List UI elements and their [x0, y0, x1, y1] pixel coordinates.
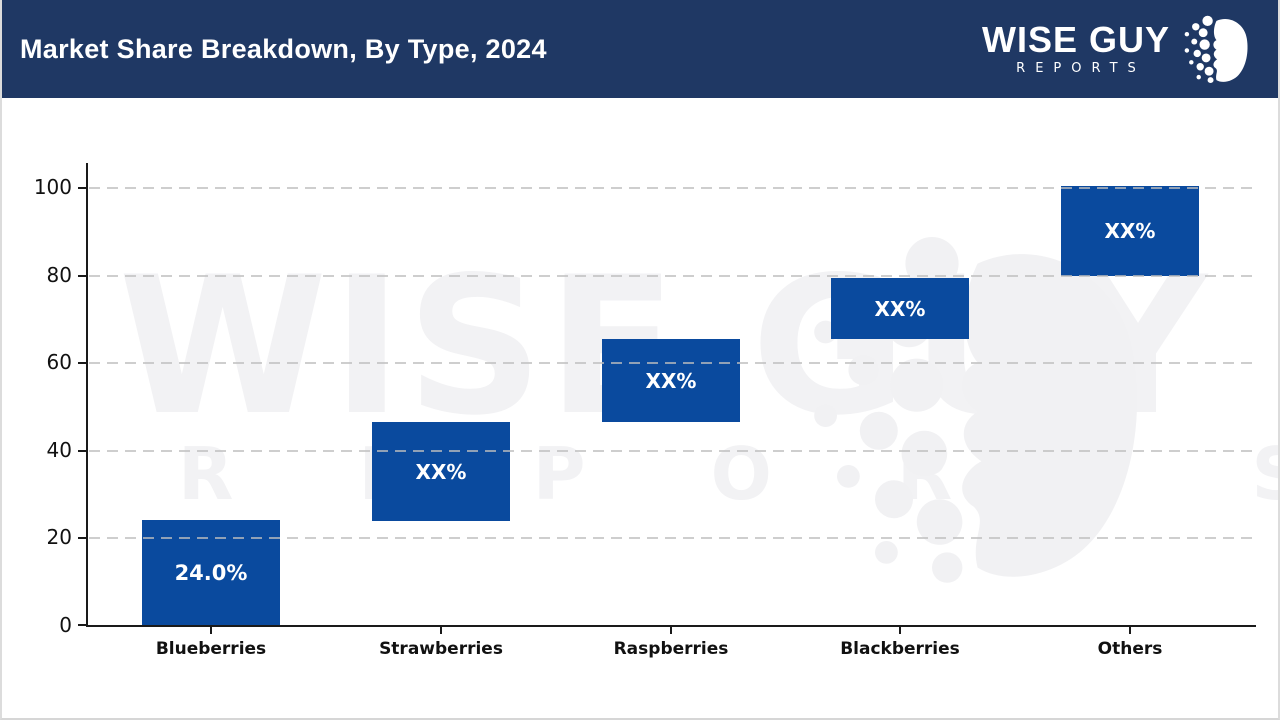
bar-blueberries: 24.0%	[142, 520, 280, 625]
x-tick	[1129, 627, 1131, 634]
bar-label: XX%	[874, 296, 926, 321]
y-tick	[78, 624, 86, 626]
y-tick	[78, 187, 86, 189]
x-category-label: Blackberries	[840, 639, 960, 659]
x-category-label: Blueberries	[155, 639, 267, 659]
header: Market Share Breakdown, By Type, 2024 WI…	[0, 0, 1280, 98]
bar-strawberries: XX%	[372, 422, 510, 521]
gridline-40	[89, 450, 1256, 452]
y-tick	[78, 275, 86, 277]
y-axis-line	[86, 163, 88, 627]
x-tick	[440, 627, 442, 634]
x-category-label: Others	[1097, 639, 1163, 659]
x-category-label: Strawberries	[379, 639, 503, 659]
y-tick-label: 0	[59, 613, 72, 637]
bar-label: XX%	[645, 368, 697, 393]
y-tick-label: 80	[46, 263, 72, 287]
y-tick	[78, 450, 86, 452]
bar-label: 24.0%	[174, 560, 248, 585]
x-tick	[899, 627, 901, 634]
bar-label: XX%	[1104, 219, 1156, 243]
x-tick	[210, 627, 212, 634]
brand-head-icon	[1176, 12, 1254, 86]
bar-raspberries: XX%	[602, 339, 740, 422]
brand-logo: WISE GUY REPORTS	[982, 12, 1254, 86]
gridline-60	[89, 362, 1256, 364]
brand-wordmark: WISE GUY	[981, 19, 1170, 60]
bar-others: XX%	[1061, 186, 1199, 276]
brand-subtitle: REPORTS	[1016, 61, 1146, 76]
y-tick-label: 40	[46, 438, 72, 462]
y-tick-label: 20	[46, 525, 72, 549]
gridline-20	[89, 537, 1256, 539]
gridline-100	[89, 187, 1256, 189]
bar-label: XX%	[415, 459, 467, 484]
y-tick	[78, 362, 86, 364]
brand-logo-text: WISE GUY REPORTS	[981, 19, 1170, 77]
x-axis-line	[86, 625, 1256, 627]
x-tick	[670, 627, 672, 634]
x-category-label: Raspberries	[613, 639, 729, 659]
gridline-80	[89, 275, 1256, 277]
y-tick-label: 100	[33, 175, 72, 199]
y-tick	[78, 537, 86, 539]
y-tick-label: 60	[46, 350, 72, 374]
page-title: Market Share Breakdown, By Type, 2024	[20, 33, 547, 64]
bar-blackberries: XX%	[831, 278, 969, 339]
